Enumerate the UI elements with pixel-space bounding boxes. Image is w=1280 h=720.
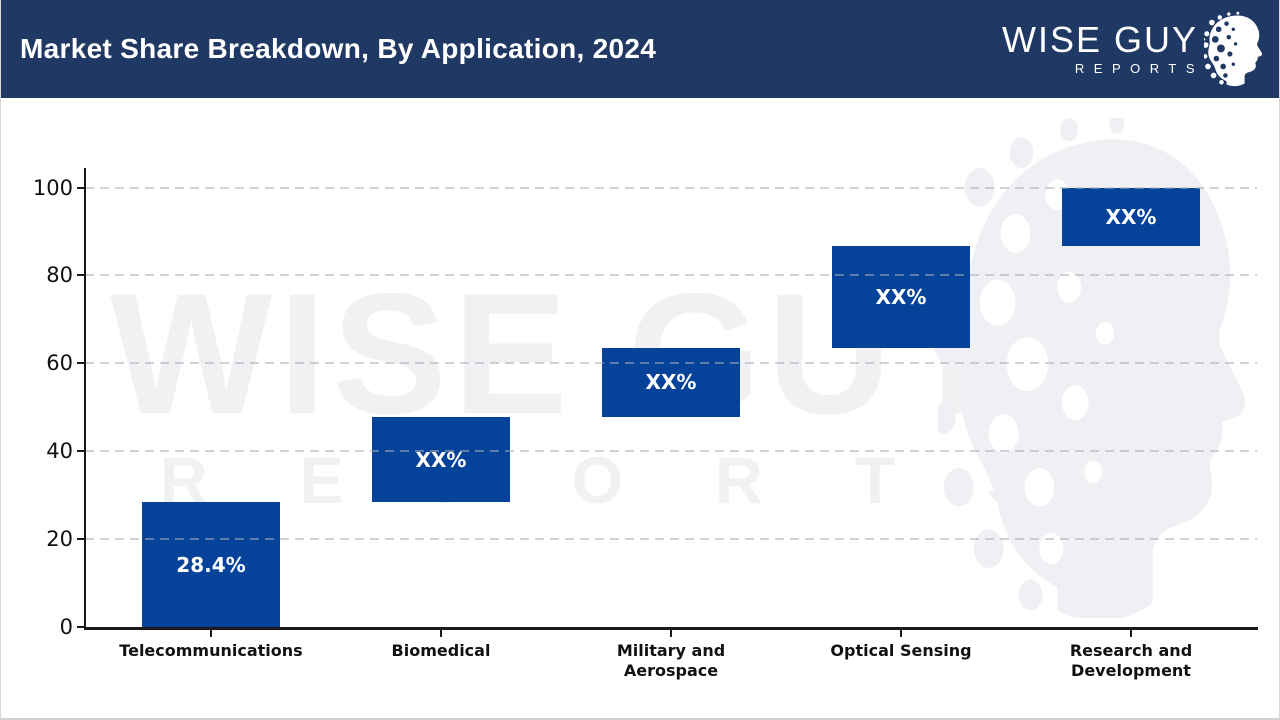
brand-name: WISE GUY: [1001, 19, 1198, 60]
gridline: [85, 362, 1257, 365]
x-tick: [440, 629, 442, 637]
y-tick-label: 100: [32, 175, 73, 200]
bar-segment: XX%: [1062, 187, 1200, 246]
x-tick-label: Biomedical: [391, 641, 491, 660]
x-tick: [670, 629, 672, 637]
x-tick-label: Telecommunications: [119, 641, 303, 660]
y-tick-label: 40: [46, 439, 73, 464]
y-axis-line: [84, 168, 86, 629]
page-title: Market Share Breakdown, By Application, …: [20, 33, 657, 64]
gridline: [85, 186, 1257, 189]
gridline: [85, 450, 1257, 453]
y-tick: [77, 186, 84, 189]
app-header: Market Share Breakdown, By Application, …: [0, 0, 1280, 98]
watermark-head-logo: [938, 118, 1246, 618]
x-tick: [210, 629, 212, 637]
brand-subtitle: REPORTS: [1074, 61, 1204, 76]
bar-segment: 28.4%: [142, 502, 280, 627]
x-tick: [900, 629, 902, 637]
y-tick-label: 80: [46, 263, 73, 288]
brand-logo-text: WISE GUY REPORTS: [1001, 19, 1198, 77]
y-tick: [77, 362, 84, 365]
x-tick-label: Military and Aerospace: [616, 641, 726, 680]
brand-logo: WISE GUY REPORTS: [1002, 0, 1266, 98]
y-tick-label: 0: [59, 615, 73, 639]
gridline: [85, 274, 1257, 277]
watermark-subtext: REPORTS: [160, 443, 1124, 517]
brand-head-icon: [1204, 11, 1263, 87]
x-axis-line: [84, 627, 1258, 630]
bar-segment: XX%: [602, 347, 740, 418]
bar-value-label: XX%: [645, 370, 697, 395]
y-tick: [77, 450, 84, 453]
bar-segment: XX%: [372, 417, 510, 503]
bar-segment: XX%: [832, 245, 970, 348]
gridline: [85, 538, 1257, 541]
x-tick-label: Optical Sensing: [830, 641, 972, 660]
y-tick: [77, 274, 84, 277]
y-tick-label: 20: [46, 527, 73, 552]
bar-value-label: XX%: [875, 284, 927, 309]
bar-value-label: XX%: [1105, 204, 1157, 229]
x-tick: [1130, 629, 1132, 637]
y-tick: [77, 626, 84, 628]
y-tick: [77, 538, 84, 541]
x-tick-label: Research and Development: [1069, 641, 1193, 680]
y-tick-label: 60: [46, 351, 73, 376]
bar-value-label: 28.4%: [176, 552, 246, 577]
